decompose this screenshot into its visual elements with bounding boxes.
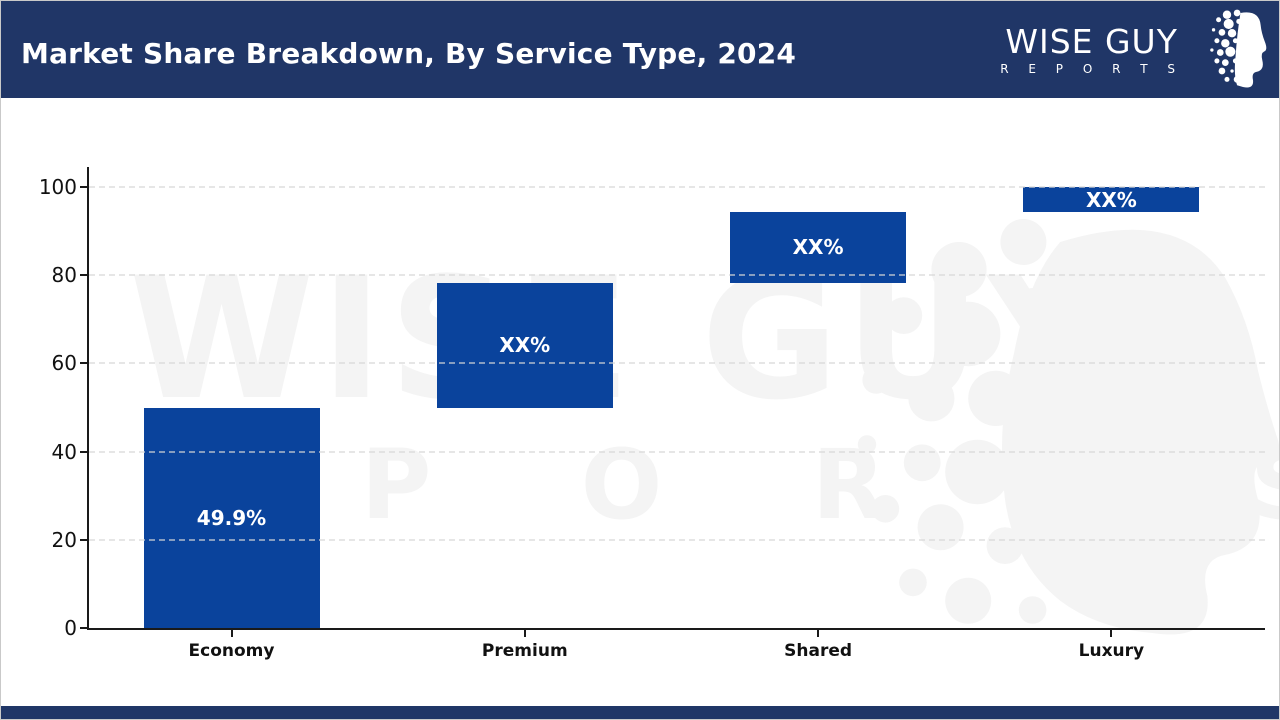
bar-value-label-premium: XX% — [499, 333, 551, 358]
x-tick-mark-economy — [230, 629, 233, 637]
gridline-40 — [89, 450, 1265, 453]
x-tick-label-luxury: Luxury — [1078, 641, 1145, 661]
x-axis-line — [87, 628, 1265, 630]
y-tick-label-0: 0 — [64, 616, 77, 640]
y-tick-label-60: 60 — [51, 351, 77, 376]
wise-guy-reports-logo: WISE GUY R E P O R T S — [1000, 7, 1269, 93]
x-tick-mark-premium — [523, 629, 526, 637]
logo-wordmark: WISE GUY — [1005, 21, 1178, 61]
footer-bar — [1, 706, 1279, 719]
x-tick-label-shared: Shared — [784, 641, 853, 661]
gridline-60 — [89, 362, 1265, 365]
y-tick-label-20: 20 — [51, 527, 77, 552]
header-bar: Market Share Breakdown, By Service Type,… — [1, 1, 1279, 98]
bar-value-label-economy: 49.9% — [196, 505, 267, 530]
y-tick-mark-0 — [80, 627, 88, 629]
x-tick-label-economy: Economy — [188, 641, 275, 661]
y-tick-label-80: 80 — [51, 263, 77, 288]
watermark-face-icon — [857, 219, 1279, 635]
bar-shared: XX% — [730, 212, 907, 283]
bar-value-label-shared: XX% — [792, 235, 844, 260]
y-tick-mark-60 — [80, 362, 88, 365]
bar-value-label-luxury: XX% — [1085, 187, 1137, 212]
gridline-100 — [89, 186, 1265, 188]
bar-luxury: XX% — [1023, 187, 1200, 213]
logo-subtitle: R E P O R T S — [1000, 61, 1183, 76]
logo-text: WISE GUY R E P O R T S — [1000, 21, 1183, 76]
bar-premium: XX% — [436, 282, 613, 408]
y-axis-line — [87, 167, 89, 630]
bar-economy: 49.9% — [143, 407, 320, 628]
y-tick-mark-20 — [80, 538, 88, 541]
y-tick-mark-100 — [80, 186, 88, 188]
x-tick-mark-luxury — [1110, 629, 1113, 637]
gridline-80 — [89, 274, 1265, 277]
y-tick-mark-80 — [80, 274, 88, 277]
y-tick-mark-40 — [80, 450, 88, 453]
y-tick-label-40: 40 — [51, 439, 77, 464]
x-tick-label-premium: Premium — [481, 641, 568, 661]
gridline-20 — [89, 538, 1265, 541]
x-tick-mark-shared — [817, 629, 820, 637]
chart-title: Market Share Breakdown, By Service Type,… — [21, 37, 797, 70]
y-tick-label-100: 100 — [38, 175, 77, 199]
dotted-face-profile-icon — [1210, 9, 1267, 88]
